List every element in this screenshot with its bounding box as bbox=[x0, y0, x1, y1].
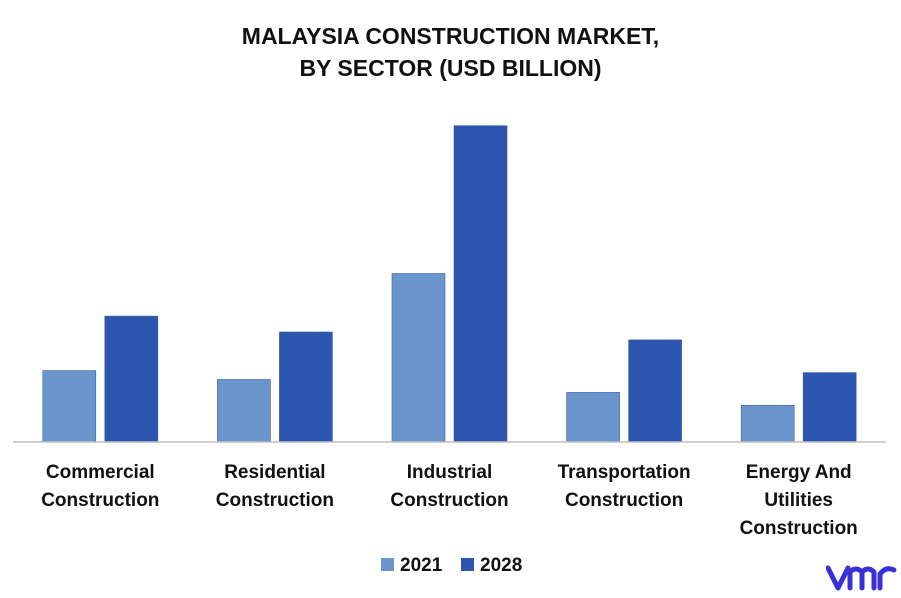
legend-swatch-2021 bbox=[381, 558, 394, 571]
bar-2021-3 bbox=[566, 392, 620, 443]
bar-2021-2 bbox=[391, 273, 446, 443]
bar-2028-3 bbox=[628, 339, 682, 443]
legend-swatch-2028 bbox=[461, 558, 474, 571]
category-label-0: Commercial Construction bbox=[41, 462, 159, 511]
bar-2028-4 bbox=[802, 372, 857, 443]
bar-2021-1 bbox=[217, 379, 271, 443]
legend: 2021 2028 bbox=[381, 555, 522, 576]
bar-2028-1 bbox=[279, 331, 333, 443]
chart-title-line-1: MALAYSIA CONSTRUCTION MARKET, bbox=[241, 23, 660, 49]
legend-label-2028: 2028 bbox=[480, 555, 522, 576]
legend-label-2021: 2021 bbox=[400, 555, 443, 576]
category-label-4: Energy And Utilities Construction bbox=[740, 462, 858, 539]
category-label-2: Industrial Construction bbox=[390, 462, 508, 511]
category-label-3: Transportation Construction bbox=[558, 462, 691, 511]
bar-2028-0 bbox=[104, 315, 159, 443]
vmr-logo bbox=[826, 565, 897, 591]
bars-group bbox=[42, 125, 857, 443]
bar-2028-2 bbox=[453, 125, 508, 443]
bar-2021-4 bbox=[740, 404, 795, 443]
bar-2021-0 bbox=[42, 370, 97, 443]
chart-title: MALAYSIA CONSTRUCTION MARKET, BY SECTOR … bbox=[0, 20, 901, 84]
category-label-1: Residential Construction bbox=[216, 462, 334, 511]
chart-title-line-2: BY SECTOR (USD BILLION) bbox=[299, 55, 602, 81]
category-labels: Commercial Construction Residential Constru… bbox=[41, 462, 858, 539]
